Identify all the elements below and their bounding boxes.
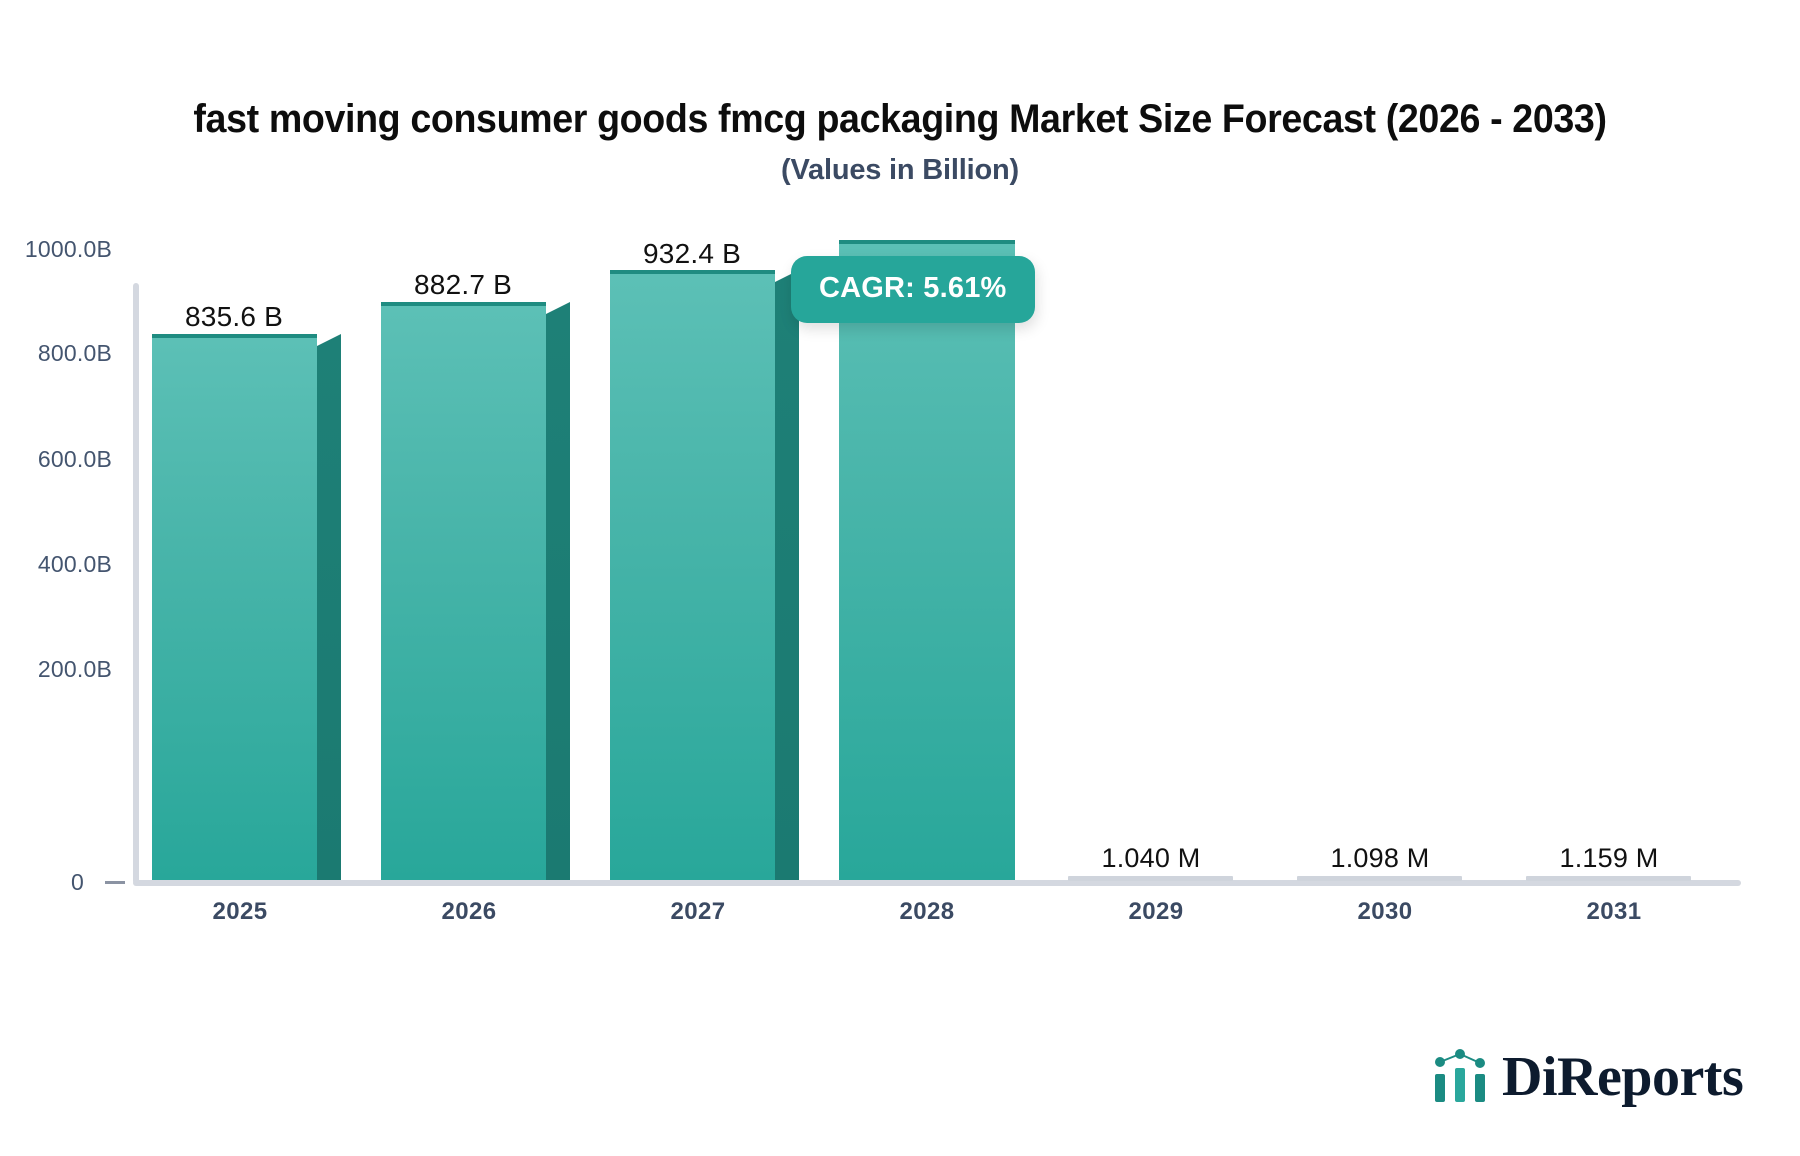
x-tick-label-2026: 2026 bbox=[441, 898, 497, 925]
bar-2026[interactable] bbox=[381, 302, 570, 880]
bar-value-2026: 882.7 B bbox=[414, 269, 512, 300]
logo-wordmark: DiReports bbox=[1502, 1046, 1744, 1109]
bar-2027[interactable] bbox=[610, 270, 799, 880]
y-tick-label-800: 800.0B bbox=[37, 340, 112, 366]
chart-subtitle: (Values in Billion) bbox=[781, 154, 1019, 186]
bar-2029[interactable] bbox=[1068, 876, 1233, 881]
bar-value-2030: 1.098 M bbox=[1330, 843, 1430, 873]
bar-face-2028 bbox=[839, 240, 1015, 880]
bar-side-2027 bbox=[775, 270, 799, 880]
x-tick-label-2025: 2025 bbox=[212, 898, 268, 925]
y-axis-zero-tick bbox=[105, 881, 125, 884]
bar-value-2025: 835.6 B bbox=[185, 301, 283, 332]
y-tick-label-0: 0 bbox=[71, 869, 84, 895]
x-tick-label-2027: 2027 bbox=[670, 898, 726, 925]
x-tick-label-2030: 2030 bbox=[1357, 898, 1413, 925]
y-tick-label-400: 400.0B bbox=[37, 551, 112, 577]
brand-logo: DiReports bbox=[1432, 1046, 1744, 1109]
y-tick-label-200: 200.0B bbox=[37, 656, 112, 682]
page-title: fast moving consumer goods fmcg packagin… bbox=[193, 97, 1607, 141]
chart-bars-icon bbox=[1435, 1049, 1485, 1102]
x-tick-label-2031: 2031 bbox=[1586, 898, 1642, 925]
bar-face-2026 bbox=[381, 302, 546, 880]
bar-value-2031: 1.159 M bbox=[1559, 843, 1659, 873]
bar-side-2026 bbox=[546, 302, 570, 880]
cagr-badge[interactable]: CAGR: 5.61% bbox=[791, 256, 1035, 323]
bar-2030[interactable] bbox=[1297, 876, 1462, 881]
bar-value-2029: 1.040 M bbox=[1101, 843, 1201, 873]
bar-side-2025 bbox=[317, 334, 341, 880]
x-tick-label-2028: 2028 bbox=[899, 898, 955, 925]
y-tick-label-1000: 1000.0B bbox=[24, 236, 112, 262]
chart-header: fast moving consumer goods fmcg packagin… bbox=[0, 96, 1800, 187]
bar-2028[interactable] bbox=[839, 240, 1015, 880]
bar-2031[interactable] bbox=[1526, 876, 1691, 881]
y-tick-label-600: 600.0B bbox=[37, 446, 112, 472]
bar-value-2027: 932.4 B bbox=[643, 238, 741, 269]
x-axis-line bbox=[133, 880, 1741, 886]
bar-2025[interactable] bbox=[152, 334, 341, 880]
x-tick-label-2029: 2029 bbox=[1128, 898, 1184, 925]
bar-face-2027 bbox=[610, 270, 775, 880]
y-axis-line bbox=[133, 283, 139, 884]
bar-face-2025 bbox=[152, 334, 317, 880]
